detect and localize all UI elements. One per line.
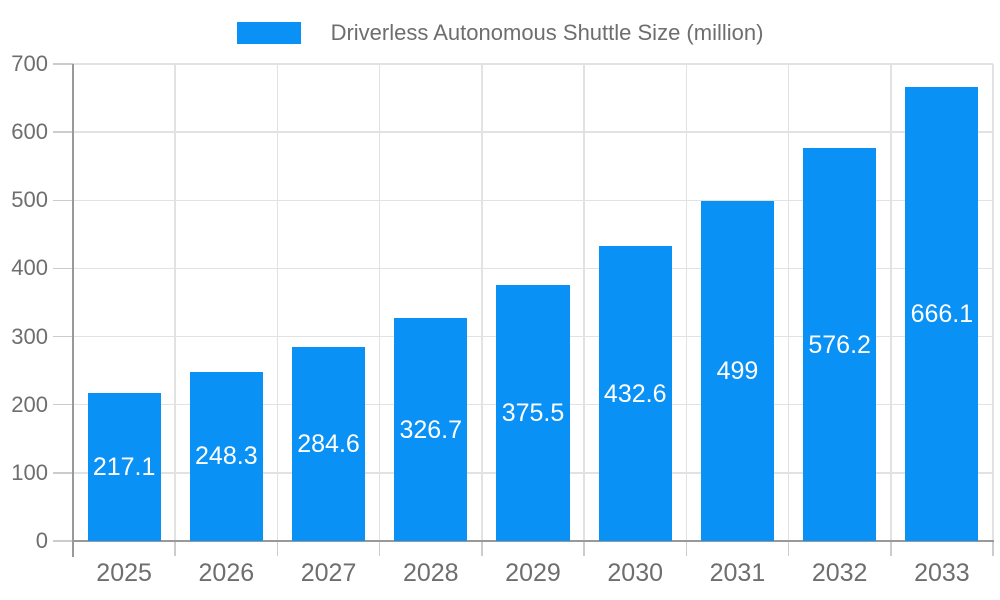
gridline-v — [276, 64, 279, 541]
x-axis-label: 2030 — [607, 559, 664, 587]
bar-value-label: 248.3 — [195, 442, 258, 471]
y-axis-label: 200 — [11, 391, 48, 417]
bar-value-label: 499 — [716, 356, 759, 385]
x-axis-label: 2032 — [811, 559, 868, 587]
bar[interactable] — [496, 285, 570, 541]
gridline-v — [685, 64, 688, 541]
y-tick — [53, 335, 73, 338]
gridline-v — [890, 64, 892, 541]
y-axis-label: 0 — [35, 528, 48, 553]
bar-value-label: 326.7 — [399, 415, 463, 444]
y-tick — [53, 131, 73, 133]
bar[interactable] — [803, 148, 877, 541]
y-axis-label: 600 — [11, 119, 48, 145]
bar-value-label: 666.1 — [910, 300, 974, 329]
bar-value-label: 284.6 — [297, 430, 360, 459]
y-tick — [53, 540, 73, 542]
gridline-v — [583, 64, 585, 541]
y-axis-label: 300 — [11, 323, 48, 349]
y-tick — [53, 403, 73, 406]
gridline-h — [73, 131, 993, 133]
bar[interactable] — [189, 371, 263, 541]
bar[interactable] — [598, 246, 672, 541]
y-tick — [53, 63, 73, 65]
y-tick — [53, 267, 73, 270]
bar-value-label: 432.6 — [603, 379, 667, 408]
bar[interactable] — [905, 87, 979, 541]
bar[interactable] — [292, 347, 366, 541]
bar[interactable] — [700, 200, 774, 541]
gridline-v — [378, 64, 381, 541]
chart-legend[interactable]: Driverless Autonomous Shuttle Size (mill… — [0, 20, 1000, 46]
bar-value-label: 576.2 — [808, 330, 871, 359]
x-tick — [890, 542, 892, 556]
y-axis-label: 100 — [11, 459, 48, 485]
gridline-v — [992, 64, 994, 541]
x-axis-label: 2027 — [300, 559, 357, 587]
x-tick — [992, 542, 994, 556]
x-axis-label: 2026 — [198, 559, 255, 587]
bar[interactable] — [394, 318, 468, 541]
y-axis-line — [72, 64, 74, 557]
bar-value-label: 375.5 — [501, 399, 565, 428]
x-axis-label: 2028 — [402, 559, 459, 587]
x-tick — [787, 542, 790, 556]
x-tick — [174, 542, 176, 556]
x-axis-label: 2029 — [505, 559, 561, 587]
legend-label: Driverless Autonomous Shuttle Size (mill… — [330, 20, 764, 45]
x-tick — [276, 542, 279, 556]
x-axis-line — [72, 540, 994, 542]
legend-swatch — [236, 22, 301, 44]
x-tick — [481, 542, 483, 556]
y-axis-label: 500 — [11, 187, 48, 213]
gridline-v — [174, 64, 176, 541]
x-axis-label: 2031 — [709, 559, 766, 587]
bar[interactable] — [87, 393, 161, 541]
y-tick — [53, 472, 73, 474]
x-axis-label: 2025 — [96, 559, 152, 587]
bar-value-label: 217.1 — [92, 453, 156, 482]
gridline-h — [73, 63, 993, 65]
gridline-h — [73, 199, 993, 202]
y-axis-label: 700 — [11, 51, 48, 76]
gridline-v — [787, 64, 790, 541]
gridline-h — [73, 267, 993, 270]
x-tick — [583, 542, 585, 556]
y-axis-label: 400 — [11, 255, 48, 281]
x-tick — [378, 542, 381, 556]
y-tick — [53, 199, 73, 202]
gridline-v — [481, 64, 483, 541]
x-tick — [685, 542, 688, 556]
x-axis-label: 2033 — [914, 559, 970, 587]
